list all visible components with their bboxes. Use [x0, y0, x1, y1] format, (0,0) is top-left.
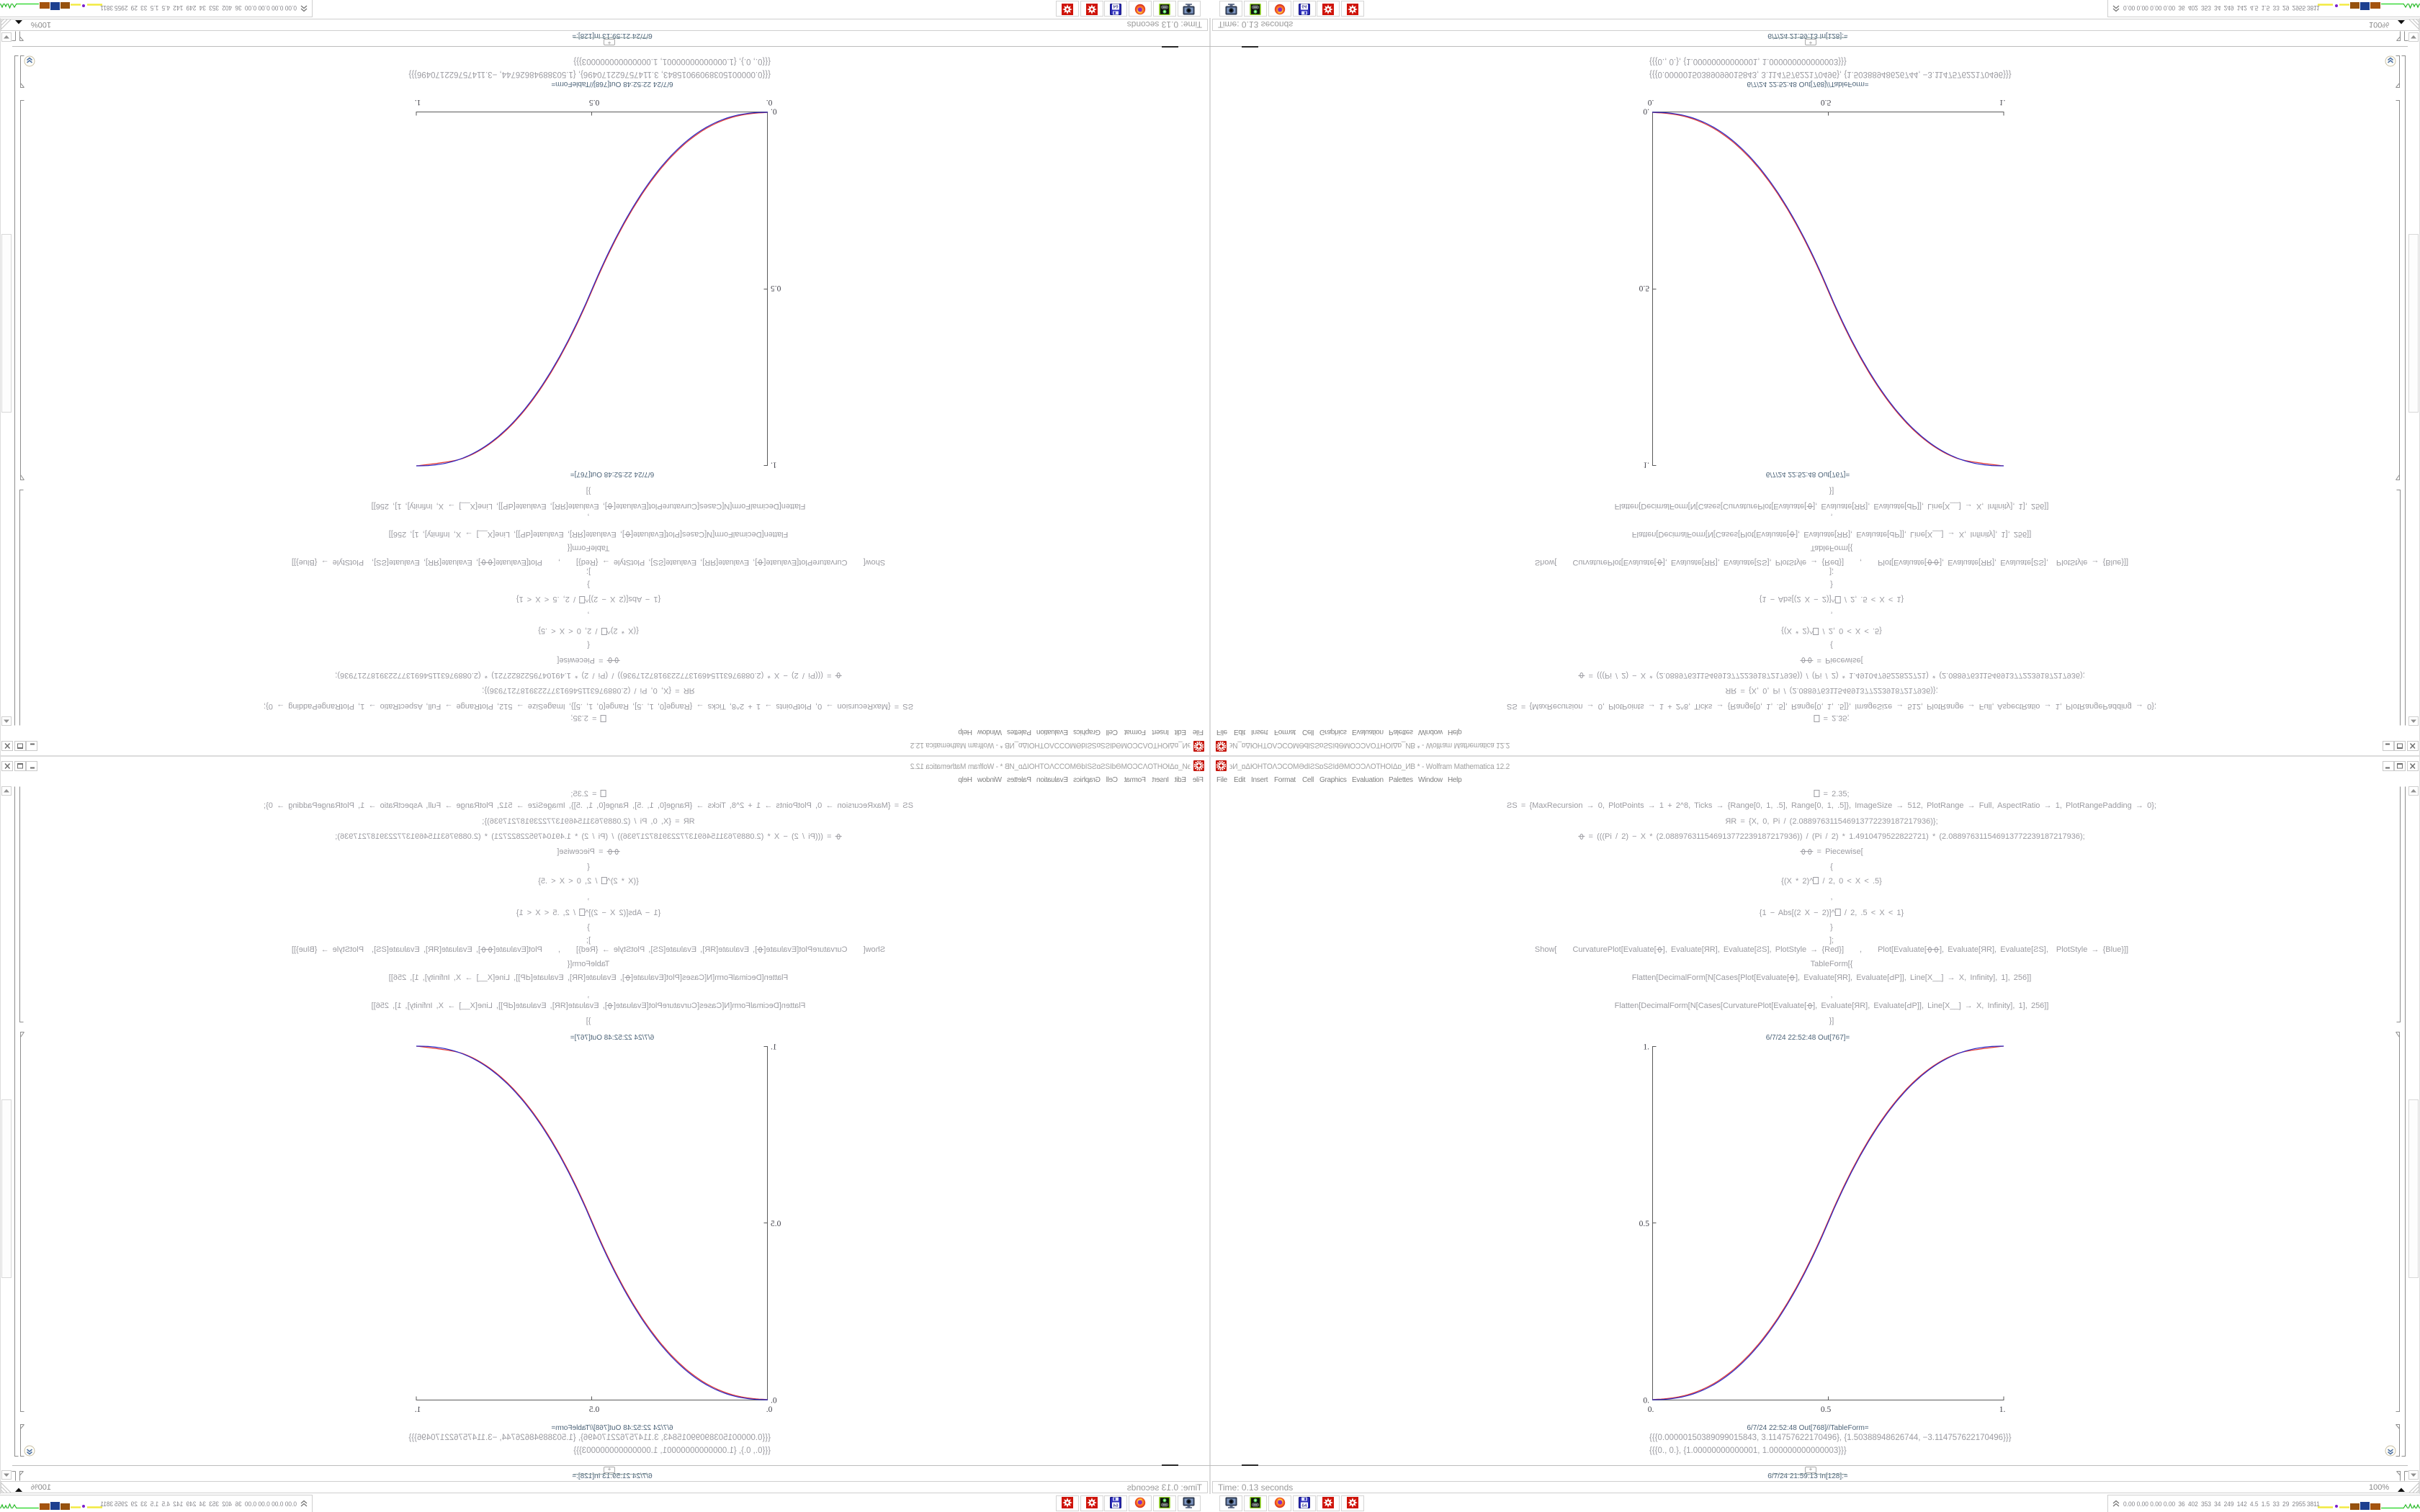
svg-text:0.5: 0.5	[1639, 284, 1650, 292]
svg-text:0.: 0.	[1643, 1397, 1649, 1405]
svg-text:0.5: 0.5	[589, 1405, 600, 1414]
svg-text:1.: 1.	[415, 1405, 421, 1414]
svg-text:1.: 1.	[1999, 98, 2006, 107]
svg-text:64: 64	[1113, 1503, 1119, 1508]
svg-text:0.: 0.	[766, 98, 773, 107]
svg-text:0.5: 0.5	[1821, 98, 1832, 107]
svg-text:0.5: 0.5	[771, 1220, 781, 1228]
svg-text:1.: 1.	[1999, 1405, 2006, 1414]
svg-text:0.5: 0.5	[1821, 1405, 1832, 1414]
svg-text:0.: 0.	[1648, 1405, 1654, 1414]
svg-text:64: 64	[1113, 4, 1119, 9]
svg-text:1.: 1.	[1643, 461, 1649, 469]
svg-text:0.5: 0.5	[589, 98, 600, 107]
svg-text:0.: 0.	[1643, 107, 1649, 116]
svg-text:0.: 0.	[766, 1405, 773, 1414]
svg-text:1.: 1.	[771, 461, 777, 469]
svg-text:0.: 0.	[771, 1397, 777, 1405]
svg-text:64: 64	[1301, 4, 1307, 9]
svg-text:64: 64	[1301, 1503, 1307, 1508]
svg-text:0.: 0.	[1648, 98, 1654, 107]
svg-text:1.: 1.	[1643, 1043, 1649, 1052]
svg-text:0.5: 0.5	[1639, 1220, 1650, 1228]
svg-text:1.: 1.	[771, 1043, 777, 1052]
svg-text:0.: 0.	[771, 107, 777, 116]
svg-text:1.: 1.	[415, 98, 421, 107]
svg-text:0.5: 0.5	[771, 284, 781, 292]
